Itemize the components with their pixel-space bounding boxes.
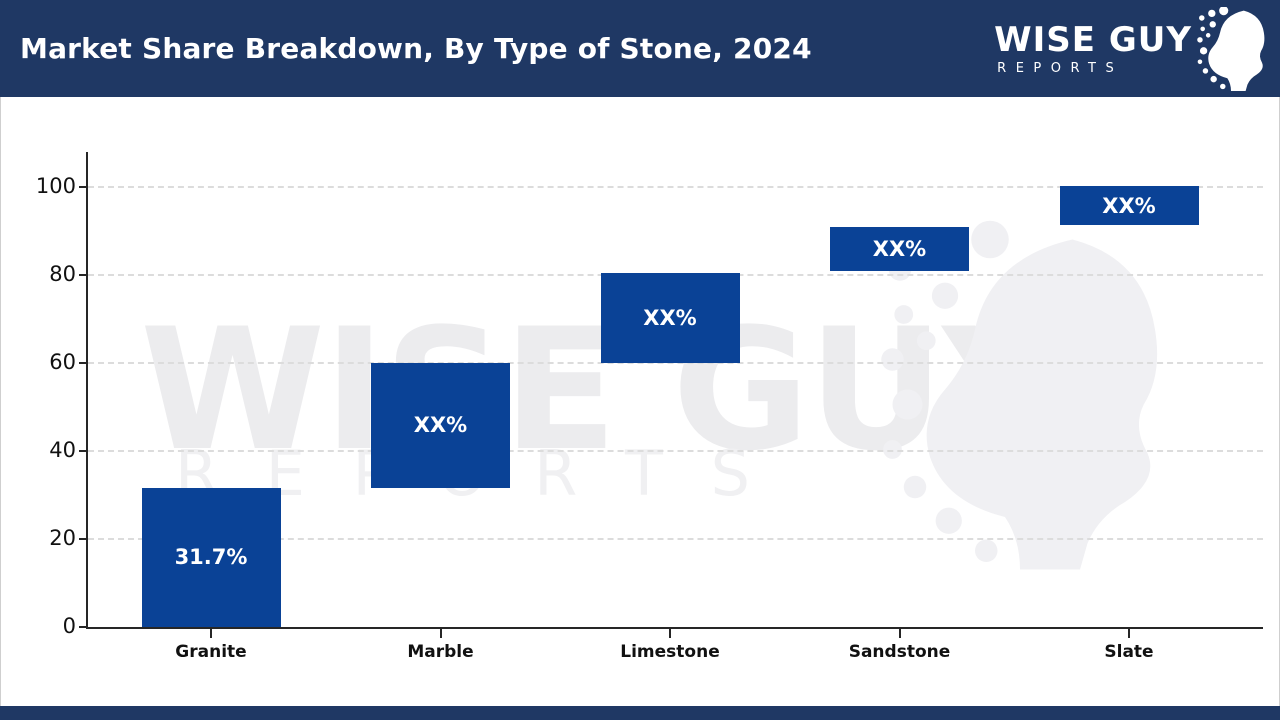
logo-wordmark: WISE GUY REPORTS xyxy=(994,23,1192,75)
y-axis-line xyxy=(86,151,88,629)
logo-head-icon xyxy=(1197,6,1265,91)
y-tick-label: 20 xyxy=(49,526,76,550)
gridline xyxy=(88,450,1263,452)
x-category-label: Slate xyxy=(1104,642,1154,662)
bar-limestone: XX% xyxy=(600,272,740,363)
bar-value-label: XX% xyxy=(1102,193,1156,218)
y-tick-label: 80 xyxy=(49,262,76,286)
y-tick-label: 0 xyxy=(62,614,76,638)
bar-value-label: XX% xyxy=(643,305,697,330)
x-category-label: Marble xyxy=(407,642,474,662)
y-axis-tick xyxy=(79,626,88,628)
bar-slate: XX% xyxy=(1059,186,1199,226)
bar-value-label: 31.7% xyxy=(174,545,248,570)
bar-granite: 31.7% xyxy=(141,487,281,627)
y-axis-tick xyxy=(79,538,88,540)
x-axis-tick xyxy=(210,629,212,638)
x-category-label: Sandstone xyxy=(848,642,951,662)
watermark-head-icon xyxy=(881,220,1158,570)
logo-brand-text: WISE GUY xyxy=(994,19,1192,60)
x-category-label: Limestone xyxy=(620,642,720,662)
logo-sub-text: REPORTS xyxy=(997,60,1124,76)
y-axis-tick xyxy=(79,186,88,188)
y-axis-tick xyxy=(79,362,88,364)
x-axis-tick xyxy=(898,629,901,638)
x-axis-line xyxy=(88,627,1263,629)
x-category-label: Granite xyxy=(175,642,247,662)
x-axis-tick xyxy=(669,629,671,638)
bar-marble: XX% xyxy=(371,363,510,488)
y-axis-tick xyxy=(79,274,88,276)
gridline xyxy=(88,362,1263,364)
bar-sandstone: XX% xyxy=(830,226,969,271)
x-axis-tick xyxy=(1128,629,1130,638)
wiseguy-logo: WISE GUY REPORTS xyxy=(994,6,1268,91)
bar-value-label: XX% xyxy=(413,413,468,438)
waterfall-chart: WISE GUY R E P O R T S 02040608010031.7%… xyxy=(0,97,1280,706)
y-tick-label: 100 xyxy=(35,174,76,198)
gridline xyxy=(88,186,1263,188)
y-tick-label: 40 xyxy=(49,438,76,462)
bar-value-label: XX% xyxy=(872,236,927,261)
footer-bar xyxy=(0,706,1280,720)
gridline xyxy=(88,538,1263,540)
x-axis-tick xyxy=(439,629,442,638)
chart-title: Market Share Breakdown, By Type of Stone… xyxy=(20,32,812,65)
header-banner: Market Share Breakdown, By Type of Stone… xyxy=(0,0,1280,97)
y-tick-label: 60 xyxy=(49,350,76,374)
y-axis-tick xyxy=(79,450,88,452)
